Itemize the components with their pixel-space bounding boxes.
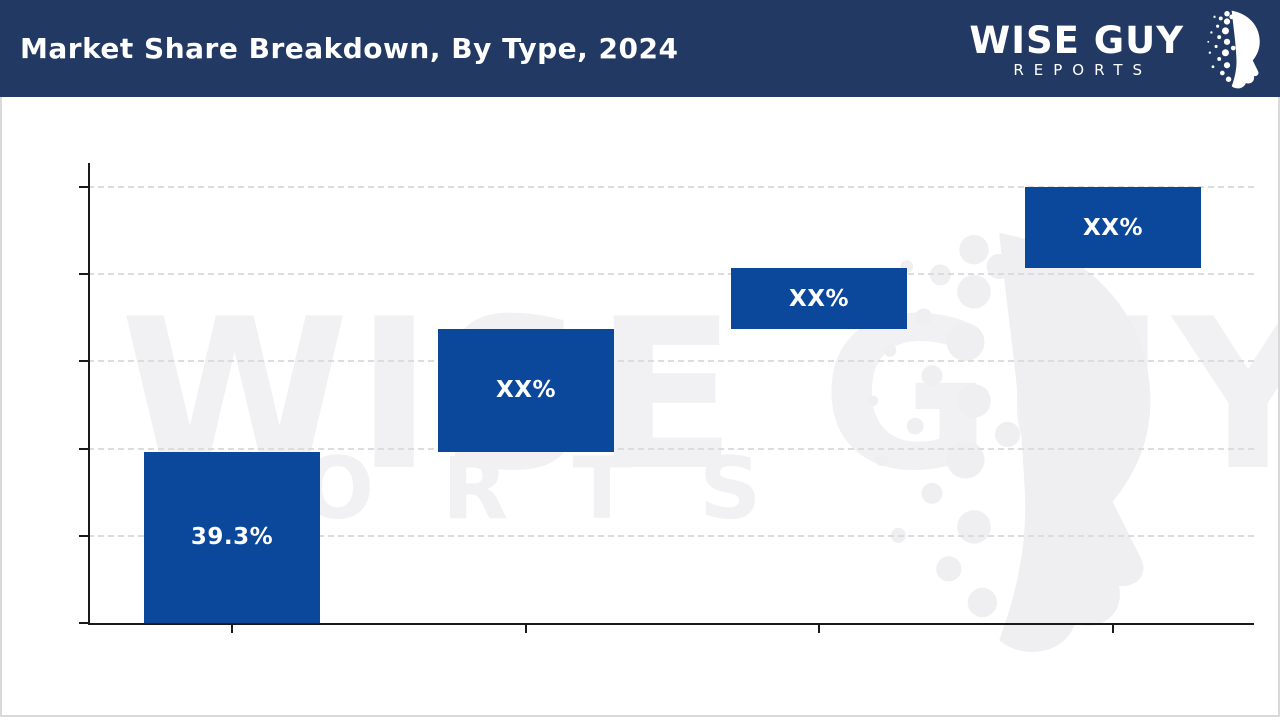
gridline-60 xyxy=(88,360,1254,363)
y-tick-label-100 xyxy=(18,173,78,201)
gridline-100 xyxy=(88,186,1254,188)
y-tick-label-20 xyxy=(18,522,78,550)
y-tick-20 xyxy=(79,534,88,537)
x-tick-label-3 xyxy=(993,637,1233,661)
x-axis-spine xyxy=(88,623,1254,625)
bar-sparkling-wine: XX% xyxy=(1025,187,1201,269)
brand-logo: WISE GUY REPORTS xyxy=(969,6,1266,94)
y-tick-40 xyxy=(79,447,88,450)
y-axis-spine xyxy=(88,163,90,625)
logo-face-icon xyxy=(1207,10,1260,89)
bar-value-label: XX% xyxy=(495,377,556,404)
header-bar: Market Share Breakdown, By Type, 2024 WI… xyxy=(0,0,1280,97)
watermark-face-icon xyxy=(868,232,1151,652)
bar-white-wine: XX% xyxy=(438,329,614,452)
plot: 39.3% XX% XX% XX% xyxy=(2,97,1278,715)
x-tick-0 xyxy=(231,625,233,633)
y-tick-100 xyxy=(79,186,88,188)
bar-red-wine: 39.3% xyxy=(144,451,320,623)
bar-ros-wine: XX% xyxy=(731,268,907,330)
x-tick-3 xyxy=(1112,625,1114,633)
x-tick-1 xyxy=(525,625,527,633)
y-tick-0 xyxy=(79,622,88,624)
bar-value-label: XX% xyxy=(1082,214,1143,241)
bar-value-label: 39.3% xyxy=(190,524,274,551)
chart-area: WISE GUY PORTS 39.3% XX% XX% XX% xyxy=(0,97,1280,717)
y-tick-label-80 xyxy=(18,260,78,288)
gridline-80 xyxy=(88,273,1254,276)
page-title: Market Share Breakdown, By Type, 2024 xyxy=(20,32,679,65)
gridline-20 xyxy=(88,534,1254,537)
y-tick-60 xyxy=(79,360,88,363)
brand-logo-line1: WISE GUY xyxy=(969,19,1184,62)
bar-value-label: XX% xyxy=(788,285,849,312)
brand-logo-text: WISE GUY REPORTS xyxy=(969,19,1184,80)
y-tick-80 xyxy=(79,273,88,276)
x-tick-label-2 xyxy=(699,637,939,661)
x-tick-label-1 xyxy=(406,637,646,661)
x-tick-label-0 xyxy=(112,637,352,661)
gridline-40 xyxy=(88,447,1254,450)
y-tick-label-60 xyxy=(18,347,78,375)
brand-logo-line2: REPORTS xyxy=(1013,61,1153,79)
y-tick-label-0 xyxy=(18,609,78,637)
x-tick-2 xyxy=(818,625,820,633)
y-tick-label-40 xyxy=(18,435,78,463)
